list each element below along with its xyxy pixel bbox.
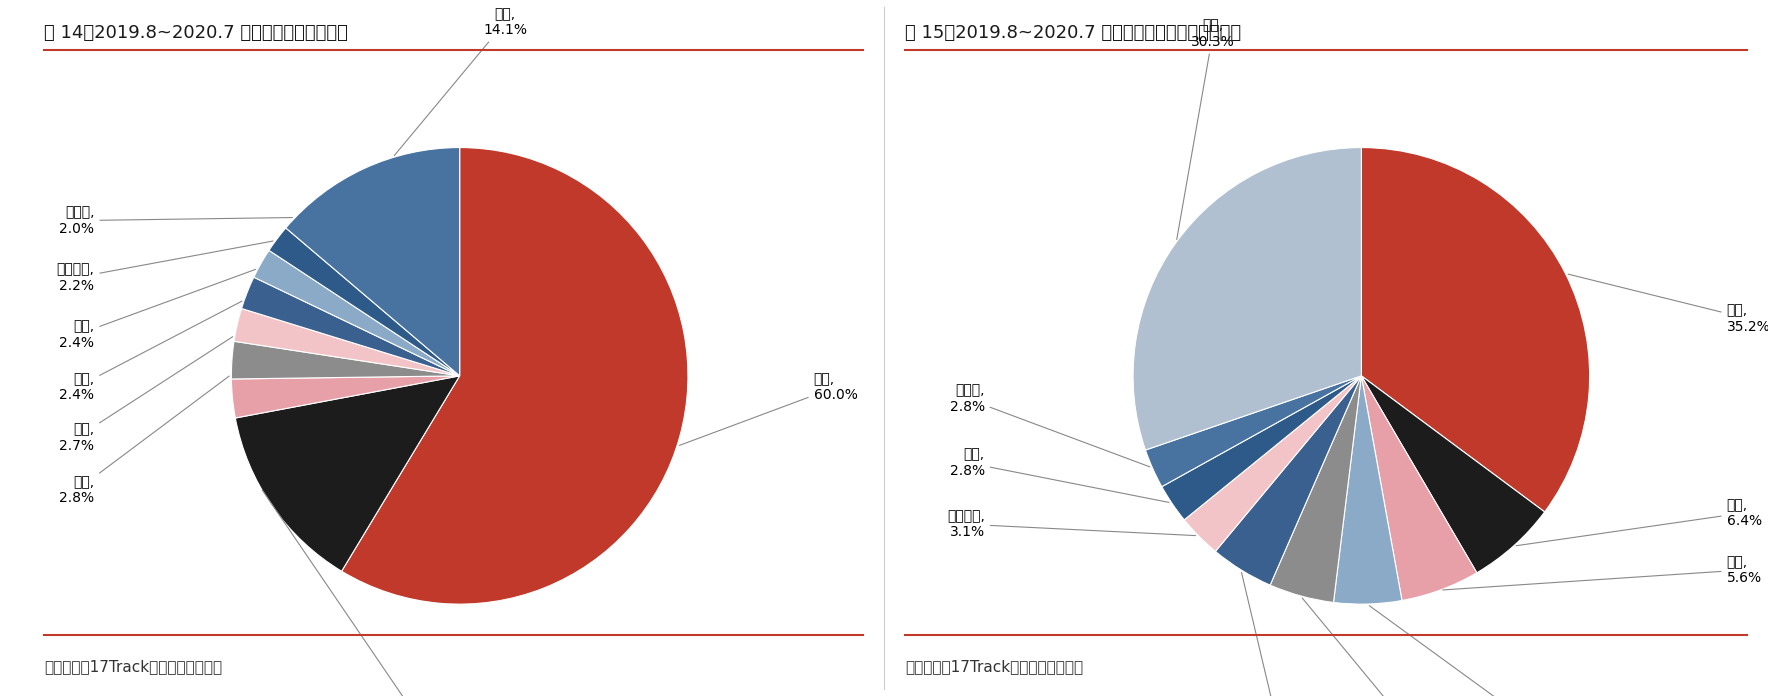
Text: 英国,
6.4%: 英国, 6.4%: [1517, 498, 1761, 546]
Wedge shape: [269, 228, 460, 376]
Text: 英国,
2.8%: 英国, 2.8%: [60, 376, 230, 505]
Text: 法国,
2.4%: 法国, 2.4%: [60, 301, 242, 402]
Wedge shape: [1185, 376, 1361, 551]
Text: 中国,
60.0%: 中国, 60.0%: [679, 372, 857, 445]
Text: 加拿大,
4.8%: 加拿大, 4.8%: [1370, 606, 1574, 696]
Wedge shape: [1133, 148, 1361, 450]
Wedge shape: [1146, 376, 1361, 487]
Text: 图 14：2019.8~2020.7 各国发出包裹占比情况: 图 14：2019.8~2020.7 各国发出包裹占比情况: [44, 24, 348, 42]
Wedge shape: [1215, 376, 1361, 585]
Wedge shape: [341, 148, 688, 604]
Text: 法国,
5.6%: 法国, 5.6%: [1443, 555, 1761, 590]
Wedge shape: [235, 376, 460, 571]
Wedge shape: [233, 308, 460, 376]
Text: 资料来源：17Track，中信证券研究部: 资料来源：17Track，中信证券研究部: [905, 658, 1084, 674]
Wedge shape: [1333, 376, 1402, 604]
Text: 俄罗斯,
4.5%: 俄罗斯, 4.5%: [1241, 572, 1299, 696]
Text: 其他,
30.3%: 其他, 30.3%: [1177, 18, 1234, 239]
Text: 美国,
35.2%: 美国, 35.2%: [1568, 274, 1768, 334]
Text: 荷兰,
2.4%: 荷兰, 2.4%: [60, 269, 256, 350]
Text: 图 15：2019.8~2020.7 中国出口包裹目的国占比情况: 图 15：2019.8~2020.7 中国出口包裹目的国占比情况: [905, 24, 1241, 42]
Text: 西班牙,
2.8%: 西班牙, 2.8%: [949, 383, 1149, 467]
Wedge shape: [1361, 376, 1476, 601]
Wedge shape: [242, 277, 460, 376]
Text: 澳大利亚,
3.1%: 澳大利亚, 3.1%: [948, 509, 1195, 539]
Text: 德国,
2.7%: 德国, 2.7%: [60, 337, 233, 452]
Wedge shape: [232, 341, 460, 379]
Wedge shape: [1162, 376, 1361, 520]
Text: 中国香港,
2.2%: 中国香港, 2.2%: [57, 241, 272, 293]
Wedge shape: [1269, 376, 1361, 603]
Wedge shape: [232, 376, 460, 418]
Wedge shape: [286, 148, 460, 376]
Text: 日本,
2.8%: 日本, 2.8%: [949, 448, 1169, 503]
Text: 美国,
13.7%: 美国, 13.7%: [262, 490, 447, 696]
Text: 其他,
14.1%: 其他, 14.1%: [394, 7, 527, 155]
Text: 新加坡,
2.0%: 新加坡, 2.0%: [60, 205, 292, 236]
Wedge shape: [255, 251, 460, 376]
Text: 德国,
4.6%: 德国, 4.6%: [1303, 598, 1448, 696]
Wedge shape: [1361, 376, 1545, 573]
Text: 资料来源：17Track，中信证券研究部: 资料来源：17Track，中信证券研究部: [44, 658, 223, 674]
Wedge shape: [1361, 148, 1589, 512]
